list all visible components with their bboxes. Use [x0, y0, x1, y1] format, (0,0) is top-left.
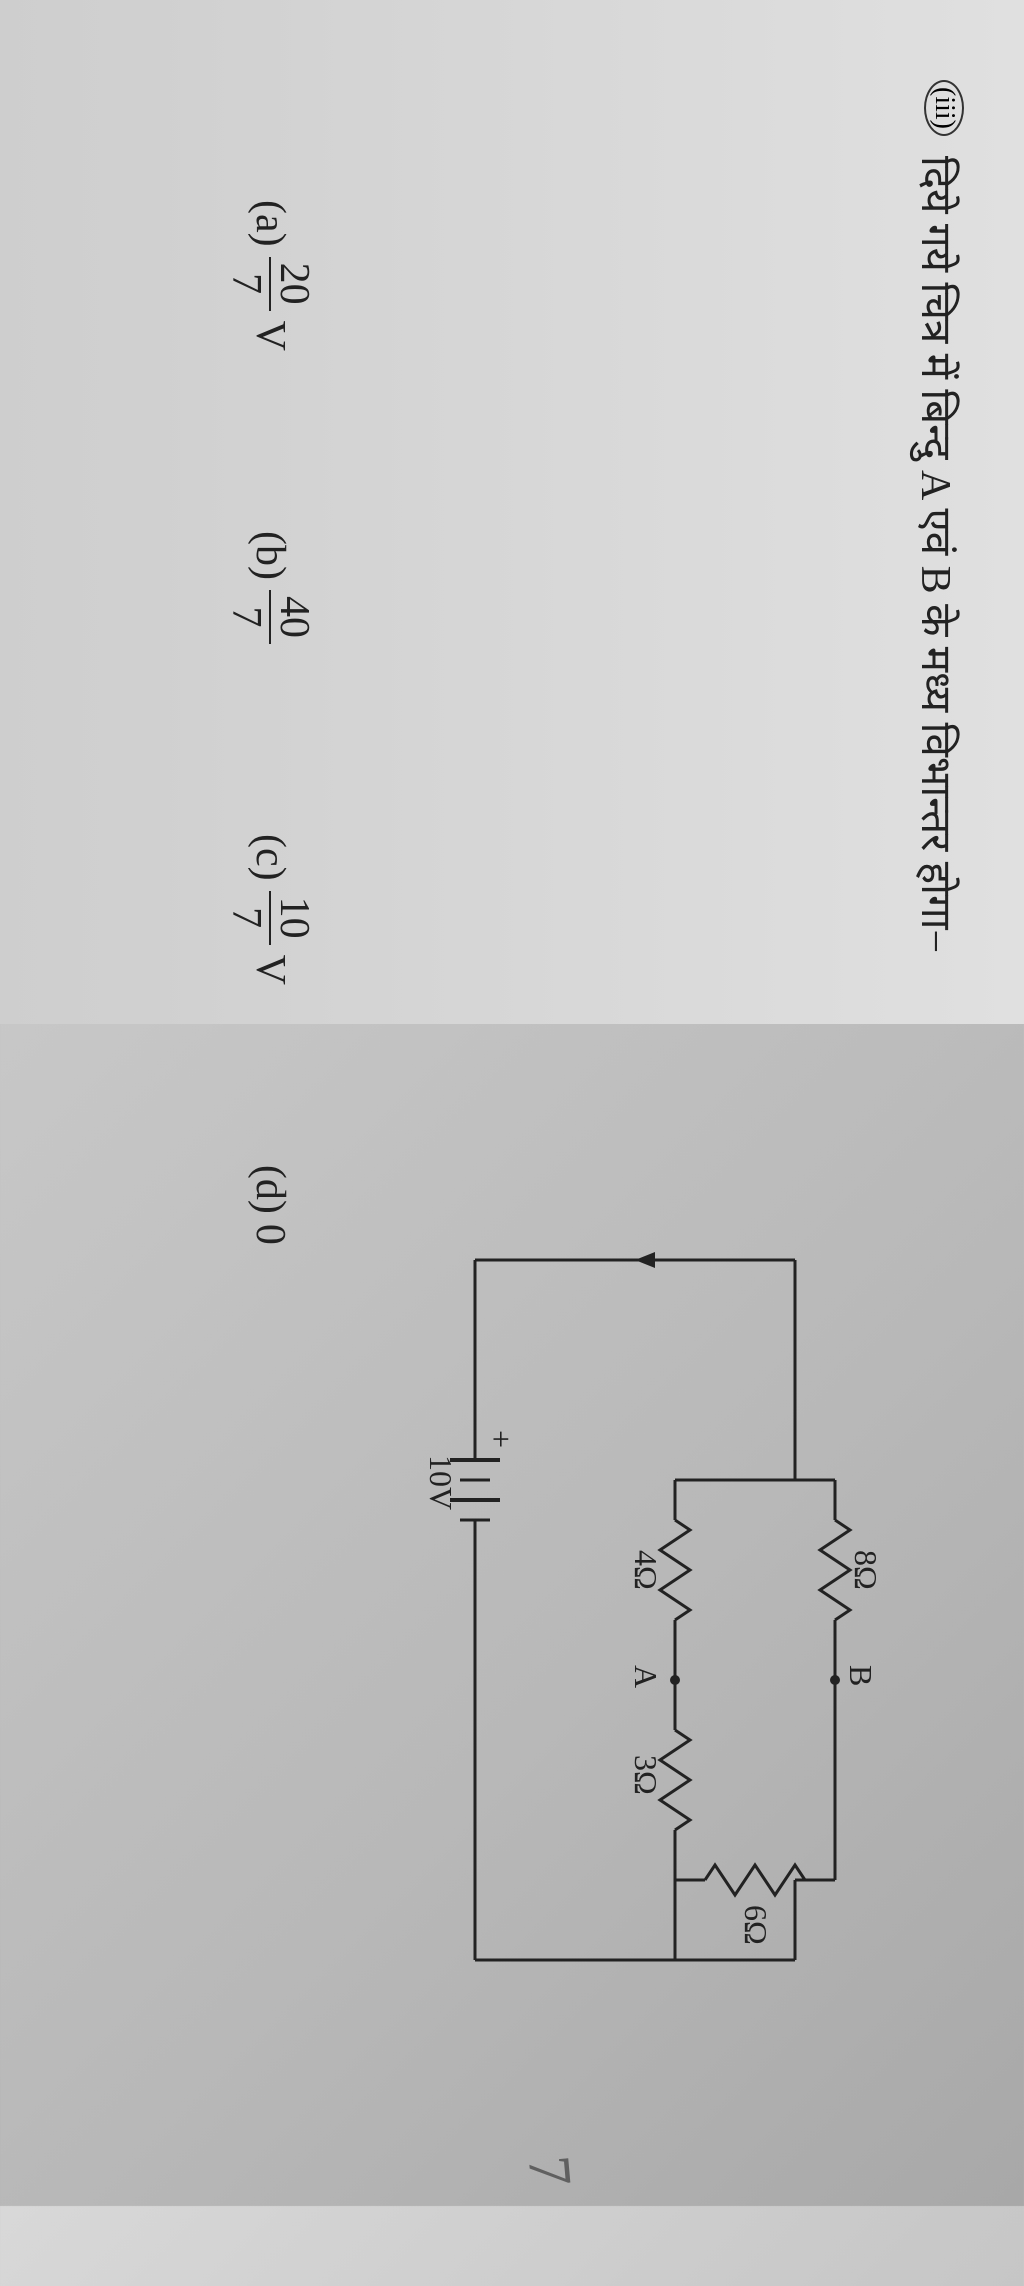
option-b-den: 7: [225, 600, 269, 633]
resistor-8ohm: [820, 1520, 850, 1620]
question-marker: (iii): [924, 80, 964, 136]
option-a-label: (a): [246, 200, 294, 247]
option-c-fraction: 10 7: [225, 891, 315, 945]
option-c: (c) 10 7 V: [225, 834, 315, 985]
question-text: दिये गये चित्र में बिन्दु A एवं B के मध्…: [905, 156, 964, 953]
marker-text: iii: [928, 96, 960, 119]
label-8ohm: 8Ω: [848, 1550, 884, 1590]
current-arrow-icon: [635, 1252, 655, 1268]
option-d-label: (d): [246, 1165, 294, 1214]
label-node-b: B: [843, 1665, 879, 1686]
resistor-4ohm: [660, 1520, 690, 1620]
circuit-diagram: 8Ω B 6Ω 4Ω A 3Ω + 10V: [395, 1180, 895, 2080]
handwritten-note: 7: [514, 2153, 585, 2189]
option-c-num: 10: [269, 891, 315, 945]
option-a-unit: V: [246, 321, 294, 351]
option-b-fraction: 40 7: [225, 590, 315, 644]
label-4ohm: 4Ω: [628, 1550, 664, 1590]
option-a-num: 20: [269, 257, 315, 311]
option-c-den: 7: [225, 901, 269, 934]
label-polarity: +: [483, 1430, 519, 1448]
node-b: [830, 1675, 840, 1685]
question-row: (iii) दिये गये चित्र में बिन्दु A एवं B …: [905, 80, 964, 2286]
options-row: (a) 20 7 V (b) 40 7 (c) 10 7: [225, 200, 315, 2286]
resistor-6ohm: [705, 1865, 805, 1895]
node-a: [670, 1675, 680, 1685]
option-c-label: (c): [246, 834, 294, 881]
option-d: (d) 0: [225, 1165, 315, 1245]
option-d-value: 0: [246, 1224, 294, 1245]
label-3ohm: 3Ω: [628, 1755, 664, 1795]
label-node-a: A: [628, 1665, 664, 1688]
option-a-fraction: 20 7: [225, 257, 315, 311]
option-b: (b) 40 7: [225, 531, 315, 654]
option-c-unit: V: [246, 955, 294, 985]
option-b-label: (b): [246, 531, 294, 580]
label-voltage: 10V: [423, 1455, 459, 1510]
option-a: (a) 20 7 V: [225, 200, 315, 351]
label-6ohm: 6Ω: [738, 1905, 774, 1945]
option-b-num: 40: [269, 590, 315, 644]
option-a-den: 7: [225, 267, 269, 300]
resistor-3ohm: [660, 1730, 690, 1830]
